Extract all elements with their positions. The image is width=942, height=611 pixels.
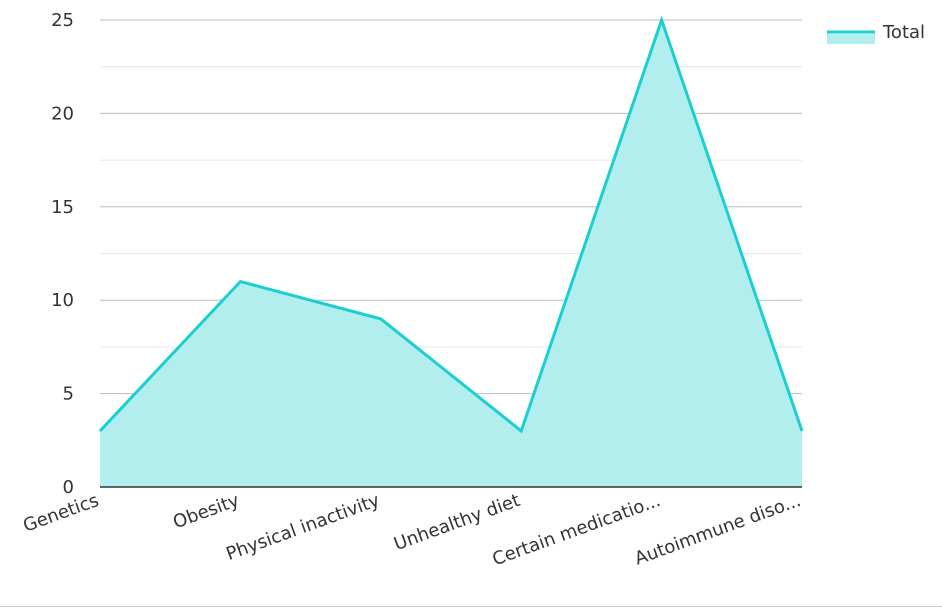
x-tick-label: Obesity [170, 490, 242, 533]
y-tick-label: 25 [51, 10, 74, 31]
series-area-layer [98, 15, 804, 488]
y-tick-label: 15 [51, 197, 74, 218]
series-total-line [98, 15, 804, 434]
x-tick-label: Genetics [20, 490, 101, 537]
bottom-divider [0, 606, 942, 607]
x-tick-label: Physical inactivity [223, 490, 382, 565]
y-axis: 0 5 10 15 20 25 [51, 10, 74, 498]
y-tick-label: 5 [63, 384, 74, 405]
legend-swatch-fill [827, 34, 875, 44]
y-tick-label: 20 [51, 103, 74, 124]
legend-label-total: Total [882, 22, 925, 43]
y-tick-label: 10 [51, 290, 74, 311]
series-total-area [100, 20, 802, 487]
legend: Total [827, 22, 925, 44]
y-tick-label: 0 [63, 477, 74, 498]
